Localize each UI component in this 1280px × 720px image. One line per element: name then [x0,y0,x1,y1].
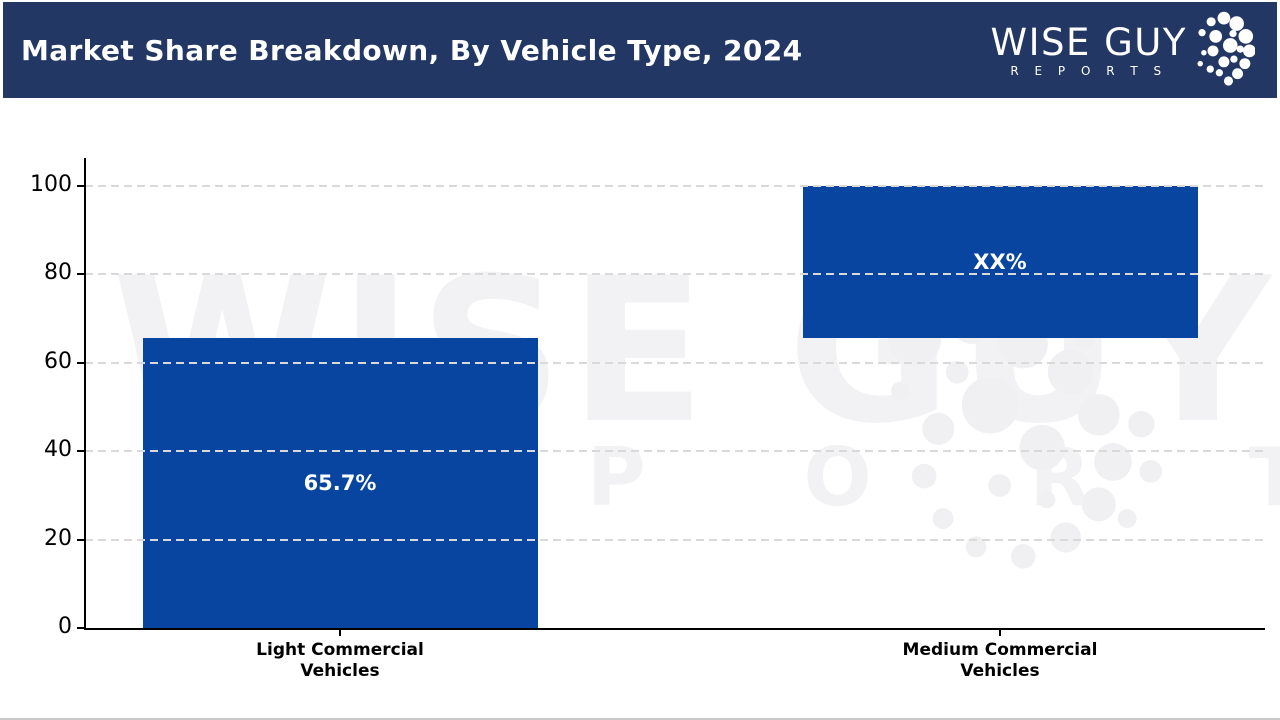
y-tick-60 [77,361,84,364]
bar-value-label-medium-commercial-vehicles: XX% [973,249,1027,274]
bar-value-label-light-commercial-vehicles: 65.7% [303,470,377,495]
header: Market Share Breakdown, By Vehicle Type,… [3,2,1277,98]
y-tick-label-20: 20 [44,525,72,551]
brand-tagline: R E P O R T S [1010,63,1168,78]
y-tick-80 [77,273,84,276]
y-tick-label-60: 60 [44,348,72,374]
x-tick-medium-commercial-vehicles [999,628,1001,636]
gridline-20 [85,538,1265,541]
bar-medium-commercial-vehicles: XX% [802,186,1198,338]
x-category-label-light-commercial-vehicles: Light Commercial Vehicles [256,640,424,681]
y-tick-40 [77,450,84,453]
wise-guy-face-icon [1197,11,1255,86]
x-axis-line [84,628,1265,630]
gridline-100 [85,185,1265,187]
y-tick-label-80: 80 [44,260,72,286]
bar-light-commercial-vehicles: 65.7% [142,337,538,628]
y-axis-line [84,158,86,630]
brand-logo: WISE GUY R E P O R T S [991,9,1255,91]
y-tick-label-40: 40 [44,437,72,463]
gridline-40 [85,450,1265,453]
y-tick-100 [77,185,84,187]
y-tick-0 [77,627,84,629]
y-tick-20 [77,538,84,541]
watermark-face-dots-icon [888,306,1163,569]
brand-text: WISE GUY R E P O R T S [990,20,1187,78]
page-title: Market Share Breakdown, By Vehicle Type,… [21,33,803,67]
bottom-border [0,718,1280,720]
x-category-label-medium-commercial-vehicles: Medium Commercial Vehicles [902,640,1098,681]
gridline-60 [85,361,1265,364]
brand-name: WISE GUY [990,20,1187,64]
y-tick-label-0: 0 [58,614,72,639]
x-tick-light-commercial-vehicles [339,628,341,636]
gridline-80 [85,273,1265,276]
y-tick-label-100: 100 [30,172,72,197]
